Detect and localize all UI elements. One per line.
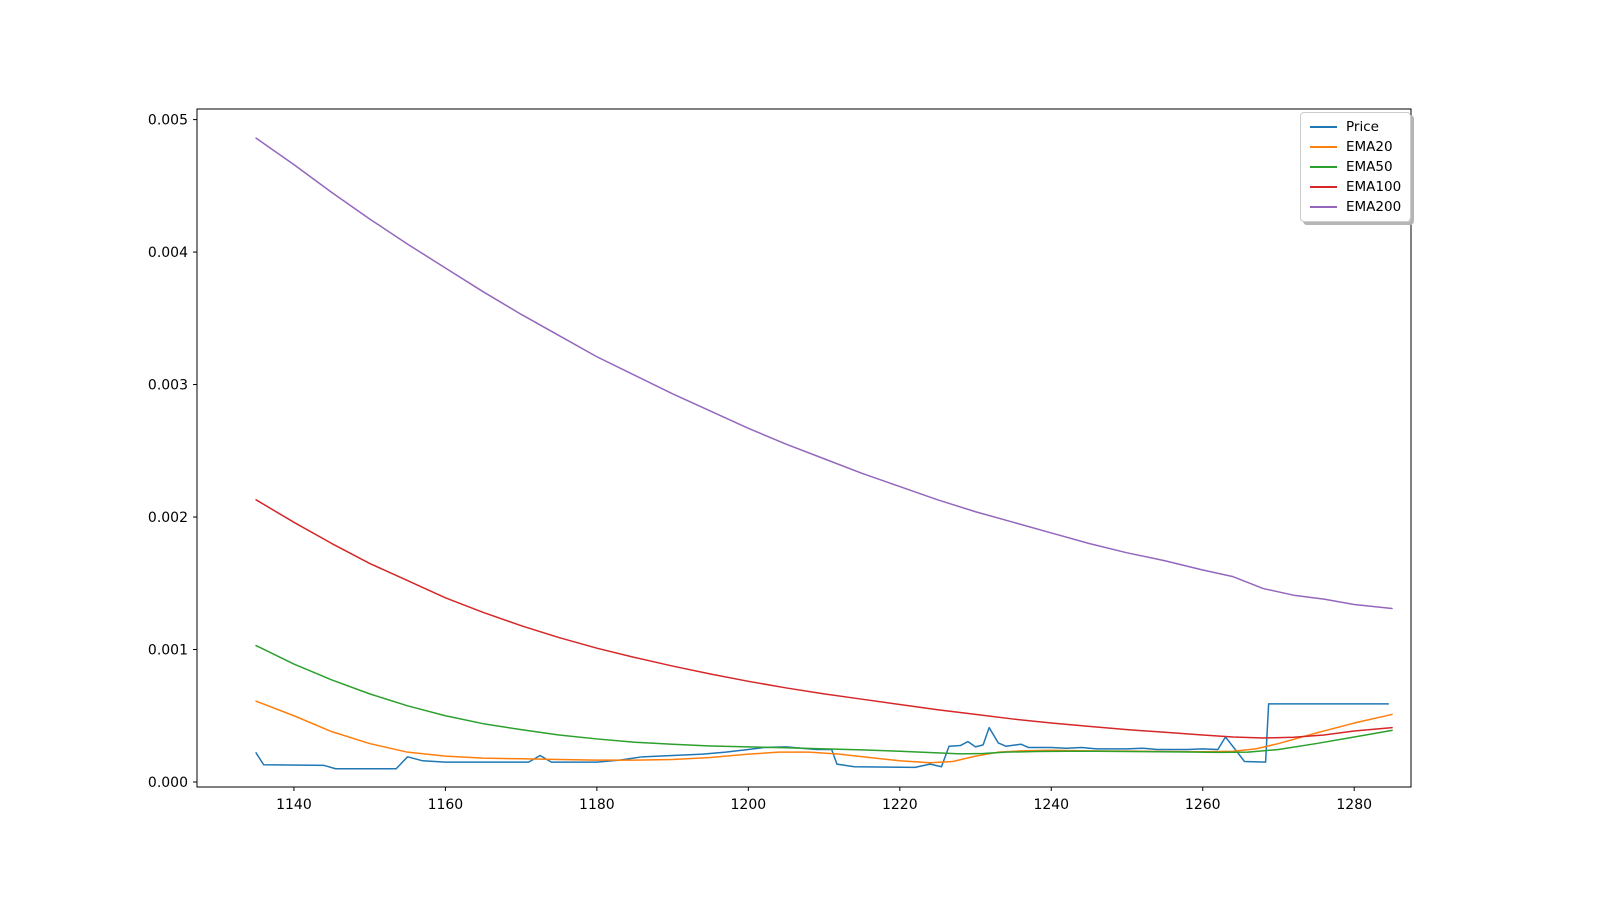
legend-item-ema100: EMA100 xyxy=(1310,177,1401,197)
y-tick-label: 0.005 xyxy=(148,113,188,129)
legend-swatch-ema100 xyxy=(1310,186,1337,188)
x-tick-label: 1220 xyxy=(882,797,918,813)
y-tick-label: 0.003 xyxy=(148,378,188,394)
legend-label-ema200: EMA200 xyxy=(1346,199,1402,215)
legend-label-ema50: EMA50 xyxy=(1346,159,1393,175)
legend-swatch-ema20 xyxy=(1310,146,1337,148)
legend-swatch-ema50 xyxy=(1310,166,1337,168)
y-tick-label: 0.002 xyxy=(148,510,188,526)
series-line-ema200 xyxy=(255,137,1393,610)
y-tick-label: 0.001 xyxy=(148,643,188,659)
x-tick-label: 1260 xyxy=(1185,797,1221,813)
legend-box: Price EMA20 EMA50 EMA100 EMA200 xyxy=(1300,112,1412,222)
x-tick-label: 1240 xyxy=(1033,797,1069,813)
y-tick-label: 0.004 xyxy=(148,245,188,261)
legend-item-price: Price xyxy=(1310,117,1401,137)
legend-item-ema20: EMA20 xyxy=(1310,137,1401,157)
legend-label-ema20: EMA20 xyxy=(1346,139,1393,155)
axes-spines xyxy=(196,108,1412,788)
y-tick-label: 0.000 xyxy=(148,775,188,791)
legend-label-price: Price xyxy=(1346,119,1379,135)
x-tick-label: 1200 xyxy=(731,797,767,813)
series-line-ema50 xyxy=(255,644,1393,755)
legend-label-ema100: EMA100 xyxy=(1346,179,1402,195)
legend-item-ema200: EMA200 xyxy=(1310,197,1401,217)
series-line-ema100 xyxy=(255,499,1393,739)
series-line-price xyxy=(255,703,1390,770)
x-tick-label: 1140 xyxy=(276,797,312,813)
legend-swatch-price xyxy=(1310,126,1337,128)
x-tick-label: 1180 xyxy=(579,797,615,813)
legend-swatch-ema200 xyxy=(1310,206,1337,208)
x-tick-label: 1280 xyxy=(1336,797,1372,813)
x-tick-label: 1160 xyxy=(428,797,464,813)
legend-item-ema50: EMA50 xyxy=(1310,157,1401,177)
